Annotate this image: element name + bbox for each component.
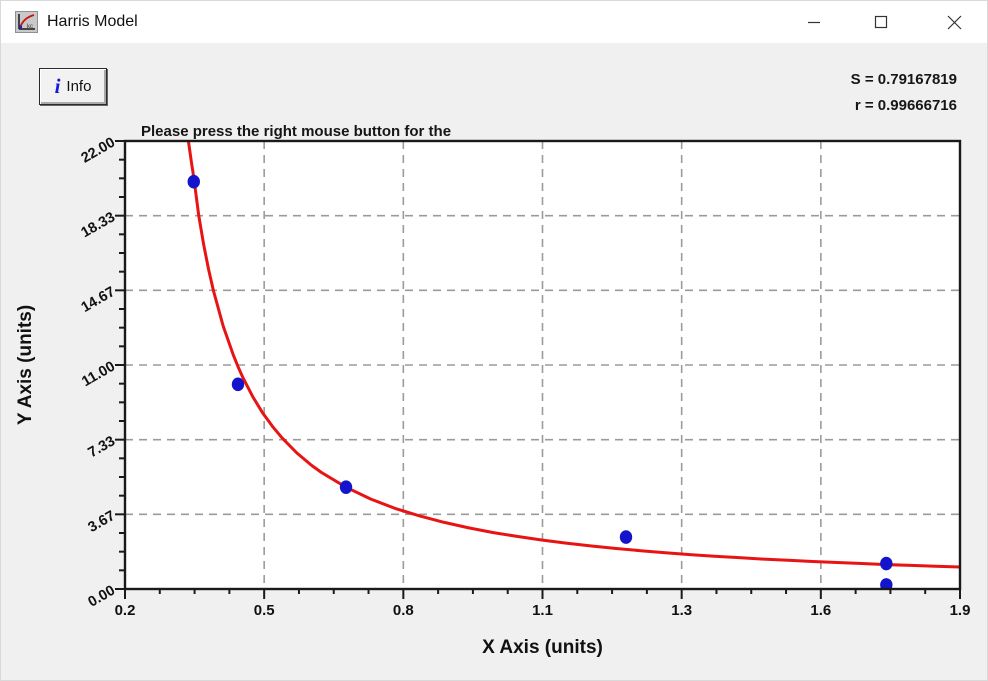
y-tick-label: 11.00: [79, 359, 118, 391]
y-axis-title: Y Axis (units): [15, 305, 36, 425]
titlebar: kc Harris Model: [1, 1, 987, 43]
app-icon: kc: [15, 11, 38, 33]
y-tick-label: 18.33: [79, 209, 118, 241]
chart-canvas[interactable]: 0.20.00 0.5 3.67 0.8 7.33 1.1 11.00 1.3 14.67 1.6…: [1, 43, 988, 681]
data-point: [880, 578, 893, 590]
x-tick-label: 1.3: [671, 602, 692, 619]
data-point: [339, 480, 353, 494]
x-tick-label: 1.1: [532, 602, 553, 619]
close-button[interactable]: [931, 1, 977, 43]
minimize-icon: [808, 21, 820, 24]
data-points: [187, 174, 893, 590]
data-point: [880, 556, 893, 571]
y-tick-label: 7.33: [86, 433, 118, 461]
y-tick-label: 22.00: [79, 135, 118, 167]
y-tick-label: 3.67: [86, 508, 118, 536]
minimize-button[interactable]: [791, 1, 837, 43]
y-tick-label: 14.67: [79, 284, 118, 316]
stat-s-value: S = 0.79167819: [850, 71, 957, 88]
close-icon: [947, 15, 961, 29]
maximize-icon: [874, 15, 888, 29]
fitted-curve: [186, 141, 960, 569]
y-tick-label: 0.00: [86, 583, 118, 611]
info-icon: i: [54, 74, 61, 98]
x-tick-label: 0.8: [393, 602, 414, 619]
data-point: [619, 530, 633, 544]
info-button[interactable]: i Info: [39, 68, 107, 105]
svg-text:kc: kc: [27, 24, 33, 30]
instructions-line1: Please press the right mouse button for …: [141, 123, 452, 140]
x-tick-label: 0.2: [115, 602, 136, 619]
plot-border: [123, 139, 962, 591]
x-tick-label: 1.6: [810, 602, 831, 619]
fit-statistics: S = 0.79167819 r = 0.99666716: [851, 67, 957, 119]
x-axis-title: X Axis (units): [482, 637, 603, 658]
data-point: [187, 174, 200, 189]
x-tick-label: 0.5: [254, 602, 275, 619]
maximize-button[interactable]: [858, 1, 904, 43]
info-button-label: Info: [66, 78, 92, 95]
stat-r-value: r = 0.99666716: [854, 97, 957, 114]
window-title: Harris Model: [47, 13, 138, 30]
data-point: [231, 377, 245, 392]
x-tick-label: 1.9: [950, 602, 971, 619]
